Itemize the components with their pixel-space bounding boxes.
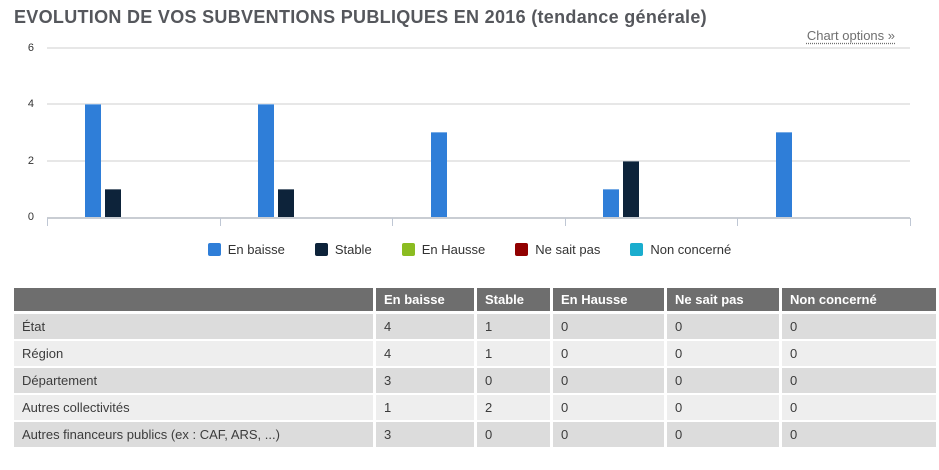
legend-item[interactable]: Ne sait pas: [515, 242, 600, 257]
y-axis-label: 2: [27, 154, 34, 167]
legend-item[interactable]: Non concerné: [630, 242, 731, 257]
legend-label: Ne sait pas: [535, 242, 601, 257]
x-axis-tick: [392, 218, 393, 226]
chart-options-link[interactable]: Chart options »: [806, 28, 895, 43]
legend-label: Non concerné: [650, 242, 732, 257]
legend-swatch-icon: [314, 243, 328, 256]
table-value-cell: 0: [477, 368, 553, 395]
table-header-cell: Stable: [477, 288, 553, 314]
table-value-cell: 0: [667, 314, 782, 341]
table-value-cell: 3: [376, 368, 477, 395]
legend-swatch-icon: [207, 243, 221, 256]
table-value-cell: 0: [782, 341, 939, 368]
table-value-cell: 1: [477, 314, 553, 341]
table-value-cell: 2: [477, 395, 553, 422]
x-axis-tick: [737, 218, 738, 226]
table-row: Département 3 0 0 0 0: [14, 368, 939, 395]
table-value-cell: 1: [376, 395, 477, 422]
table-value-cell: 4: [376, 314, 477, 341]
gridline: [47, 47, 910, 49]
chart-bar[interactable]: [278, 189, 294, 217]
table-value-cell: 0: [553, 314, 667, 341]
legend-item[interactable]: En baisse: [207, 242, 285, 257]
row-label-cell: Autres financeurs publics (ex : CAF, ARS…: [14, 422, 376, 449]
table-value-cell: 0: [553, 395, 667, 422]
table-value-cell: 0: [667, 368, 782, 395]
table-row: Autres financeurs publics (ex : CAF, ARS…: [14, 422, 939, 449]
table-corner-cell: [14, 288, 376, 314]
x-axis-tick: [910, 218, 911, 226]
row-label-cell: Département: [14, 368, 376, 395]
gridline: [47, 103, 910, 106]
legend-label: En baisse: [227, 242, 285, 257]
table-header-cell: En baisse: [376, 288, 477, 314]
chart-bar[interactable]: [258, 104, 274, 217]
results-table-wrap: En baisse Stable En Hausse Ne sait pas Non c…: [14, 288, 939, 449]
table-value-cell: 0: [553, 368, 667, 395]
y-axis-label: 0: [27, 211, 34, 223]
table-value-cell: 0: [667, 395, 782, 422]
table-value-cell: 4: [376, 341, 477, 368]
table-value-cell: 3: [376, 422, 477, 449]
y-axis-label: 6: [27, 42, 34, 54]
table-value-cell: 0: [553, 422, 667, 449]
chart-bar[interactable]: [431, 132, 447, 217]
legend-swatch-icon: [630, 243, 644, 256]
table-body: État 4 1 0 0 0 Région 4 1 0 0 0 Département 3 0 0 0 0 Autr…: [14, 314, 939, 449]
x-axis-tick: [47, 218, 48, 226]
table-row: État 4 1 0 0 0: [14, 314, 939, 341]
chart-title: EVOLUTION DE VOS SUBVENTIONS PUBLIQUES E…: [14, 7, 707, 27]
plot-area: 0 2 4 6: [27, 42, 911, 226]
table-value-cell: 0: [782, 395, 939, 422]
table-row: Région 4 1 0 0 0: [14, 341, 939, 368]
table-value-cell: 0: [782, 368, 939, 395]
x-axis-tick: [220, 218, 221, 226]
table-value-cell: 0: [782, 314, 939, 341]
chart-legend: En baisse Stable En Hausse Ne sait pas Non c…: [0, 242, 939, 257]
x-axis-line: [47, 217, 910, 219]
table-value-cell: 1: [477, 341, 553, 368]
results-table: En baisse Stable En Hausse Ne sait pas Non c…: [14, 288, 939, 449]
table-value-cell: 0: [782, 422, 939, 449]
legend-swatch-icon: [515, 243, 529, 256]
x-axis-tick: [565, 218, 566, 226]
gridline: [47, 159, 910, 162]
legend-label: Stable: [334, 242, 372, 257]
chart-bar[interactable]: [623, 161, 639, 217]
y-axis-label: 4: [27, 98, 34, 111]
table-value-cell: 0: [667, 422, 782, 449]
table-value-cell: 0: [667, 341, 782, 368]
row-label-cell: Région: [14, 341, 376, 368]
table-header-cell: Non concerné: [782, 288, 939, 314]
table-header-cell: En Hausse: [553, 288, 667, 314]
table-header-cell: Ne sait pas: [667, 288, 782, 314]
legend-swatch-icon: [401, 243, 415, 256]
chart-bar[interactable]: [603, 189, 619, 217]
legend-item[interactable]: En Hausse: [401, 242, 486, 257]
legend-label: En Hausse: [421, 242, 486, 257]
table-value-cell: 0: [553, 341, 667, 368]
chart-panel: EVOLUTION DE VOS SUBVENTIONS PUBLIQUES E…: [0, 7, 939, 257]
chart-bar[interactable]: [85, 104, 101, 217]
legend-item[interactable]: Stable: [314, 242, 372, 257]
table-row: Autres collectivités 1 2 0 0 0: [14, 395, 939, 422]
table-header-row: En baisse Stable En Hausse Ne sait pas Non c…: [14, 288, 939, 314]
row-label-cell: État: [14, 314, 376, 341]
row-label-cell: Autres collectivités: [14, 395, 376, 422]
chart-bar[interactable]: [105, 189, 121, 217]
table-value-cell: 0: [477, 422, 553, 449]
chart-bar[interactable]: [776, 132, 792, 217]
